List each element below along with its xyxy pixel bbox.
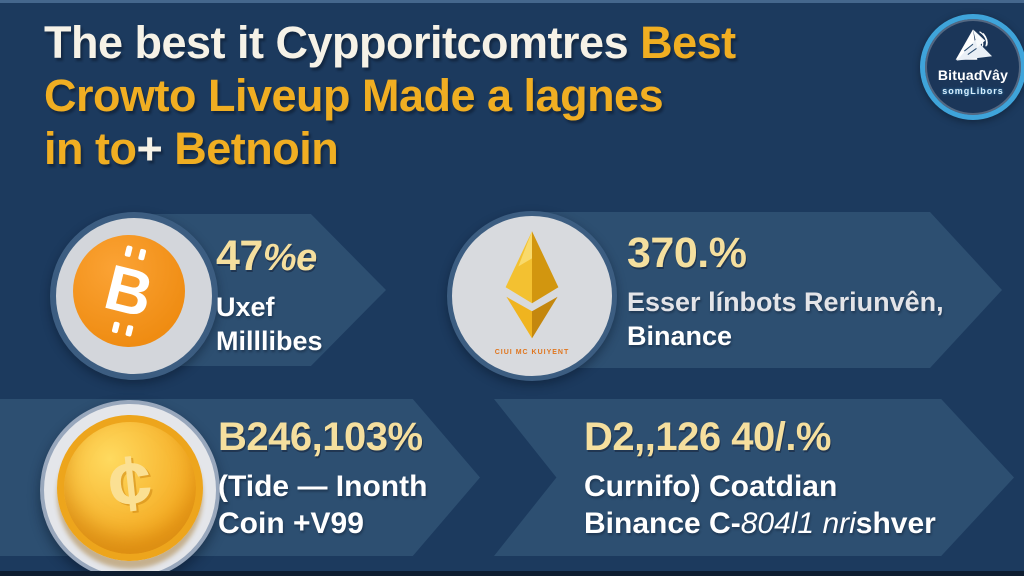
ethereum-icon-circle: CIUI MC KUIYENT	[447, 211, 617, 381]
market-stat-label-1: Curnifo) Coatdian	[584, 470, 838, 503]
bottom-edge-strip	[0, 571, 1024, 576]
ethereum-icon-caption: CIUI MC KUIYENT	[494, 349, 570, 356]
coin-stat-label-1: (Tide — Inonth	[218, 470, 428, 503]
market-card-banner	[494, 399, 1014, 556]
market-stat-label-2: Binance C-804l1 nrishver	[584, 507, 936, 540]
gold-coin-icon-circle: ¢	[40, 400, 220, 576]
ethereum-stat-label-1: Esser línbots Reriunvên,	[627, 287, 944, 317]
bitcoin-stat-label-2: Milllibes	[216, 326, 323, 356]
brand-name: BitụaɗVây	[937, 67, 1009, 83]
bitcoin-icon-circle: B	[50, 212, 218, 380]
ethereum-stat-label-2: Binance	[627, 321, 733, 351]
bitcoin-b-glyph: B	[91, 245, 168, 337]
ethereum-icon	[505, 231, 559, 339]
coin-stat-label-2: Coin +V99	[218, 507, 364, 540]
title-line-1: The best it Cypporitcomtres Best	[44, 17, 736, 68]
gold-coin-icon: ¢	[57, 415, 203, 561]
paper-bird-icon	[955, 29, 993, 61]
market-card-text: D2,,126 40/.% Curnifo) Coatdian Binance …	[584, 414, 936, 542]
ethereum-stat-value: 370.%	[627, 229, 747, 277]
title-line-2: Crowto Liveup Made a lagnes	[44, 70, 664, 121]
brand-tagline: somgLibors	[942, 86, 1004, 96]
ethereum-card-text: 370.% Esser línbots Reriunvên, Binance	[627, 229, 944, 353]
page-title: The best it Cypporitcomtres Best Crowto …	[44, 16, 736, 175]
top-edge-strip	[0, 0, 1024, 3]
brand-logo-badge: BitụaɗVây somgLibors	[920, 14, 1024, 120]
coin-card-text: B246,103% (Tide — Inonth Coin +V99	[218, 414, 427, 542]
bitcoin-icon: B	[73, 235, 185, 347]
bitcoin-stat-value: 47%e	[216, 232, 317, 280]
title-line-3: in to+ Betnoin	[44, 123, 339, 174]
bitcoin-stat-label-1: Uxef	[216, 292, 275, 322]
bitcoin-card-text: 47%e Uxef Milllibes	[216, 232, 323, 358]
cent-symbol: ¢	[103, 436, 157, 530]
market-stat-value: D2,,126 40/.%	[584, 415, 831, 459]
coin-stat-value: B246,103%	[218, 415, 423, 459]
